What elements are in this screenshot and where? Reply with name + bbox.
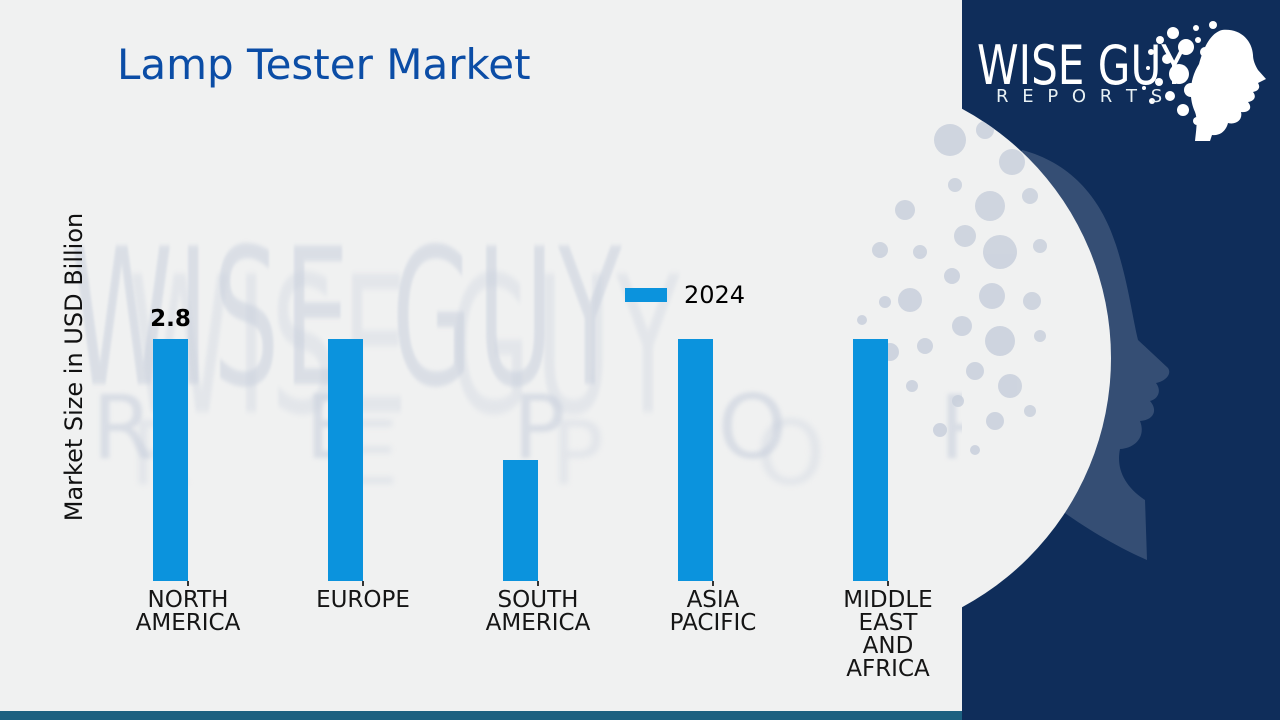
x-axis-tick — [537, 581, 539, 586]
bar-value-label: 2.8 — [150, 306, 191, 332]
bar-category-label: MIDDLE EAST AND AFRICA — [843, 587, 933, 682]
bar — [678, 339, 713, 581]
giant-head-circle — [962, 108, 1111, 608]
giant-face-silhouette — [998, 150, 1170, 560]
footer-accent-bar — [0, 711, 962, 720]
y-axis-label: Market Size in USD Billion — [60, 212, 88, 522]
navy-panel — [962, 0, 1280, 720]
bar-category-label: ASIA PACIFIC — [669, 587, 757, 636]
x-axis-tick — [887, 581, 889, 586]
x-axis-tick — [712, 581, 714, 586]
bar — [853, 339, 888, 581]
watermark-text-line1-echo: WISE GUY — [128, 236, 685, 457]
bar — [328, 339, 363, 581]
legend-label: 2024 — [684, 281, 746, 309]
x-axis-tick — [362, 581, 364, 586]
logo-subtitle: R E P O R T S — [996, 86, 1167, 107]
bar-category-label: SOUTH AMERICA — [485, 587, 591, 636]
bar — [503, 460, 538, 581]
x-axis-tick — [187, 581, 189, 586]
bar-category-label: EUROPE — [316, 587, 410, 613]
bar-category-label: NORTH AMERICA — [135, 587, 241, 636]
logo-wordmark: WISE GUY — [977, 34, 1188, 97]
legend-swatch — [625, 288, 667, 302]
chart-title: Lamp Tester Market — [117, 40, 531, 89]
bar — [153, 339, 188, 581]
